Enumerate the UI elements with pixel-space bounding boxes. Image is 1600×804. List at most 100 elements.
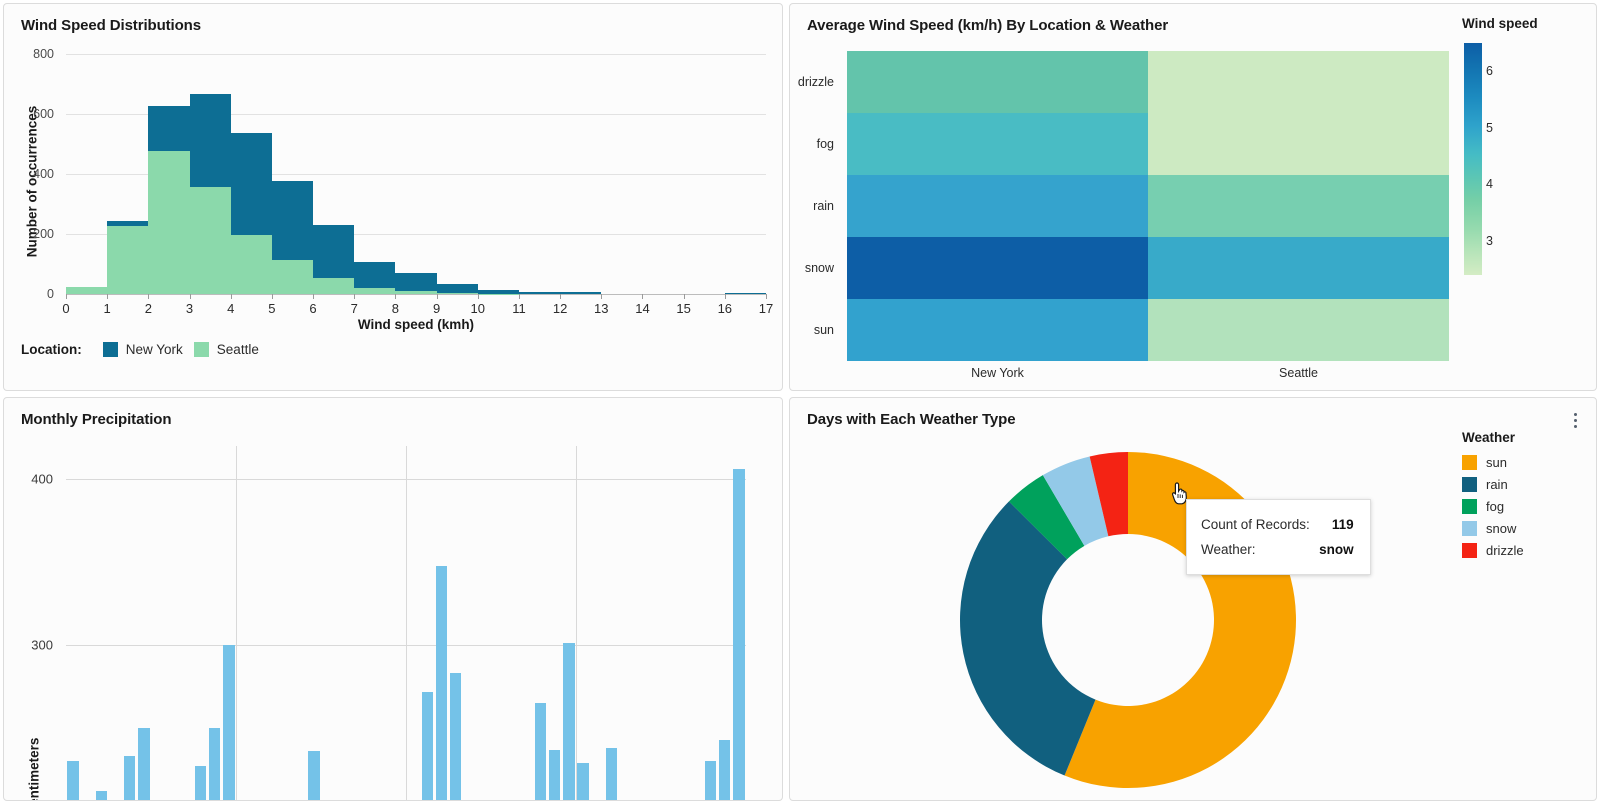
histogram-bar[interactable] <box>313 225 355 294</box>
heatmap-cell[interactable] <box>1148 299 1449 361</box>
histogram-bar-segment-new-york[interactable] <box>148 106 190 151</box>
precipitation-bar[interactable] <box>209 728 221 800</box>
precipitation-bar[interactable] <box>421 691 433 800</box>
precipitation-bar[interactable] <box>194 766 207 800</box>
donut-slice-fog[interactable] <box>1008 475 1085 560</box>
histogram-bar-segment-new-york[interactable] <box>560 291 602 294</box>
heatmap-cell[interactable] <box>1148 113 1449 175</box>
precipitation-bar[interactable] <box>138 728 150 800</box>
heatmap-cell[interactable] <box>1148 175 1449 237</box>
heatmap-cell[interactable] <box>1148 51 1449 113</box>
histogram-bar-segment-seattle[interactable] <box>189 186 231 294</box>
heatmap-column-labels: New York Seattle <box>847 366 1449 380</box>
histogram-bar-segment-new-york[interactable] <box>477 289 519 294</box>
x-tick-label: 14 <box>635 301 650 316</box>
heatmap-row-label: drizzle <box>797 75 834 89</box>
histogram-bar[interactable] <box>518 292 561 294</box>
heatmap-cell[interactable] <box>847 51 1148 113</box>
x-tick-label: 13 <box>594 301 609 316</box>
heatmap-cell[interactable] <box>847 113 1148 175</box>
histogram-bar-segment-new-york[interactable] <box>518 292 561 294</box>
x-tick-mark <box>518 294 520 299</box>
donut-legend-item-sun[interactable]: sun <box>1462 455 1592 470</box>
precipitation-bar[interactable] <box>704 761 717 800</box>
histogram-bar-segment-seattle[interactable] <box>107 225 149 294</box>
precipitation-bar[interactable] <box>733 469 745 800</box>
page-title-precipitation: Monthly Precipitation <box>21 411 172 428</box>
heatmap-cell[interactable] <box>1148 237 1449 299</box>
histogram-bar-segment-seattle[interactable] <box>271 259 314 294</box>
histogram-bar[interactable] <box>395 273 437 294</box>
donut-slice-rain[interactable] <box>960 501 1096 776</box>
histogram-bar-segment-seattle[interactable] <box>436 293 478 294</box>
donut-slice-snow[interactable] <box>1042 456 1109 546</box>
histogram-bar-segment-seattle[interactable] <box>313 277 355 294</box>
precipitation-bar[interactable] <box>95 791 108 800</box>
donut-legend-item-snow[interactable]: snow <box>1462 521 1592 536</box>
precipitation-bar[interactable] <box>124 756 136 800</box>
histogram-bar[interactable] <box>477 289 519 294</box>
y-tick-label: 300 <box>31 637 53 653</box>
x-tick-mark <box>148 294 150 299</box>
histogram-y-tick-labels: 800 600 400 200 0 <box>4 47 62 301</box>
panel-monthly-precipitation: Monthly Precipitation centimeters 400 300… <box>3 397 783 801</box>
kebab-menu-icon[interactable] <box>1566 410 1584 430</box>
histogram-bar-segment-seattle[interactable] <box>148 150 190 294</box>
precipitation-bar[interactable] <box>223 645 235 800</box>
precipitation-bar[interactable] <box>449 673 462 800</box>
x-tick-mark <box>601 294 603 299</box>
histogram-bar[interactable] <box>271 180 314 294</box>
donut-legend-item-fog[interactable]: fog <box>1462 499 1592 514</box>
donut-legend-swatch-rain <box>1462 477 1477 492</box>
histogram-bar-segment-seattle[interactable] <box>395 291 437 294</box>
precipitation-bar[interactable] <box>67 761 79 800</box>
histogram-bar-segment-seattle[interactable] <box>230 235 272 294</box>
precipitation-bar[interactable] <box>435 565 448 800</box>
histogram-bar[interactable] <box>230 132 272 294</box>
tooltip-row-count: Count of Records: 119 <box>1201 512 1354 537</box>
histogram-bar-segment-new-york[interactable] <box>395 273 437 292</box>
donut-legend-item-drizzle[interactable]: drizzle <box>1462 543 1592 558</box>
histogram-bar[interactable] <box>354 261 396 294</box>
histogram-bar-segment-new-york[interactable] <box>313 225 355 278</box>
histogram-bar[interactable] <box>189 93 231 294</box>
x-tick-label: 9 <box>432 301 441 316</box>
histogram-bar-segment-new-york[interactable] <box>189 93 231 187</box>
precipitation-bar[interactable] <box>605 748 618 800</box>
histogram-bar[interactable] <box>724 293 766 294</box>
precipitation-bar[interactable] <box>308 751 320 800</box>
legend-item-new-york[interactable]: New York <box>102 342 183 357</box>
donut-legend-label-snow: snow <box>1486 521 1517 536</box>
histogram-bar[interactable] <box>107 220 149 294</box>
histogram-bar-segment-new-york[interactable] <box>230 132 272 236</box>
donut-slice-drizzle[interactable] <box>1089 452 1128 537</box>
legend-swatch-seattle <box>193 342 209 357</box>
legend-item-seattle[interactable]: Seattle <box>193 342 259 357</box>
histogram-bar-segment-seattle[interactable] <box>66 287 108 294</box>
histogram-x-axis-title: Wind speed (kmh) <box>357 317 475 332</box>
donut-legend-item-rain[interactable]: rain <box>1462 477 1592 492</box>
donut-legend-items: sun rain fog snow drizzle <box>1462 455 1592 558</box>
precipitation-bar[interactable] <box>549 749 561 800</box>
heatmap-cell[interactable] <box>847 299 1148 361</box>
histogram-bar-segment-seattle[interactable] <box>354 288 396 294</box>
histogram-bar-segment-new-york[interactable] <box>107 220 149 226</box>
histogram-bar-segment-new-york[interactable] <box>436 283 478 294</box>
x-tick-label: 7 <box>350 301 358 316</box>
precipitation-bar[interactable] <box>577 762 589 800</box>
heatmap-cell[interactable] <box>847 175 1148 237</box>
histogram-bar[interactable] <box>148 106 190 294</box>
heatmap-cell[interactable] <box>847 237 1148 299</box>
heatmap-column-label: Seattle <box>1279 366 1318 380</box>
histogram-bar[interactable] <box>66 287 108 294</box>
histogram-bar[interactable] <box>560 291 602 294</box>
precipitation-bar[interactable] <box>563 643 575 800</box>
donut-tooltip: Count of Records: 119 Weather: snow <box>1186 499 1371 575</box>
precipitation-bar[interactable] <box>719 739 731 800</box>
histogram-bar-segment-new-york[interactable] <box>271 180 314 260</box>
precipitation-bar[interactable] <box>534 703 547 800</box>
histogram-bar-segment-new-york[interactable] <box>354 261 396 288</box>
histogram-bar-segment-seattle[interactable] <box>724 293 766 294</box>
histogram-bar[interactable] <box>436 283 478 294</box>
